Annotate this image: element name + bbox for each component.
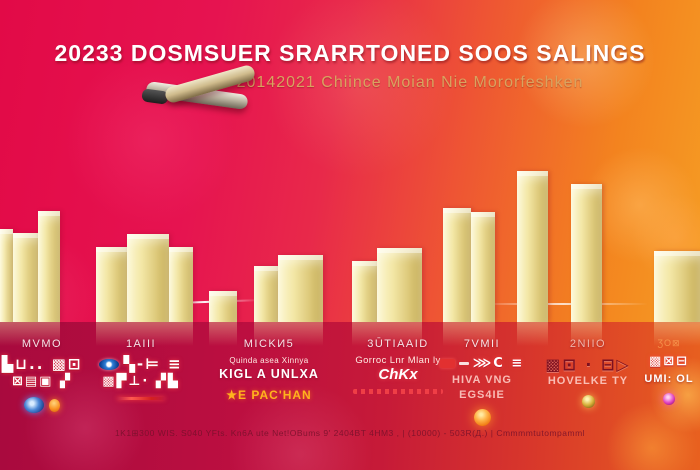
gold-sphere-icon (581, 395, 595, 408)
category-name: 2NIIO (569, 338, 607, 350)
category-name: MVMO (21, 338, 63, 350)
category-column-6: 2NIIO ▩⊡ · ⊟▷ HOVELKE TY (540, 338, 636, 408)
gold-bar (471, 212, 495, 346)
brand-subtext: Gorroc Lnr Mlan ly (355, 355, 441, 366)
gold-bar (654, 251, 700, 346)
icon-row (338, 389, 458, 394)
brand-glyph-text: ▚-⊨ ≡ (123, 355, 183, 373)
gold-bar (517, 171, 548, 346)
fineprint-text: 1K1⊞300 WIS. S040 YFts. Kn6A ute Net!OBu… (114, 428, 586, 438)
red-dots-icon (353, 389, 443, 394)
gold-bar (352, 261, 377, 346)
brand-glyphs: ▩⊠⊟ (648, 354, 690, 369)
category-name: 1AIII (125, 338, 157, 350)
gold-bar (169, 247, 193, 346)
category-labels: MVMO ▙⊔.. ▩⊡ ⊠▤▣ ▞ 1AIII ▚-⊨ ≡ ▩▛⊥· ▞▙ M… (0, 338, 700, 428)
orange-dot-icon (49, 398, 60, 412)
category-column-1: MVMO ▙⊔.. ▩⊡ ⊠▤▣ ▞ (0, 338, 90, 413)
page-subtitle: 20142021 Chiince Moian Nie Mororfeshken (236, 74, 584, 91)
crossed-markers-graphic (141, 63, 260, 118)
white-stripe-icon (458, 362, 469, 365)
icon-row (638, 393, 700, 405)
red-dash-icon (117, 397, 165, 400)
brand-text: KIGL A UNLXA (219, 367, 319, 381)
brand-text: UMI: OL (644, 373, 694, 385)
page-title: 20233 DOSMSUER SRARRTONED SOOS SALINGS (54, 40, 646, 66)
brand-glyphs: ▚-⊨ ≡ (95, 355, 187, 373)
red-chip-icon (439, 359, 455, 368)
blue-orb-icon (24, 397, 44, 413)
category-column-5: 7VMII ⋙C ≡ HIVA VNG EGS4IE (432, 338, 532, 426)
brand-glyphs: ▩▛⊥· ▞▙ (102, 374, 180, 389)
gold-bar (443, 208, 471, 346)
gold-bar (38, 211, 60, 346)
gold-bar (13, 233, 38, 346)
category-column-3: MICKИ5 Quinda asea Xinnya KIGL A UNLXA ★… (213, 338, 325, 402)
brand-glyphs: ⋙C ≡ (432, 355, 532, 373)
lens-icon (99, 359, 120, 370)
gold-bar (209, 291, 237, 346)
category-column-4: 3ŪTIAAID Gorroc Lnr Mlan ly ChKx (338, 338, 458, 394)
gold-bar (96, 247, 127, 346)
brand-text: HIVA VNG EGS4IE (452, 374, 512, 401)
gold-bar (377, 248, 422, 346)
gold-bar (571, 184, 602, 346)
brand-subtext: Quinda asea Xinnya (229, 356, 309, 365)
category-name: 7VMII (463, 338, 501, 350)
category-name: 3ŪTIAAID (367, 338, 429, 350)
gold-bar (0, 229, 13, 346)
icon-row (95, 397, 187, 400)
category-column-2: 1AIII ▚-⊨ ≡ ▩▛⊥· ▞▙ (95, 338, 187, 400)
icon-row (0, 397, 90, 413)
magenta-orb-icon (663, 393, 675, 405)
light-streak (478, 303, 648, 305)
icon-row (432, 409, 532, 426)
brand-glyphs: ▩⊡ · ⊟▷ (545, 355, 631, 374)
brand-glyph-text: ⋙C ≡ (472, 356, 525, 371)
category-name: ƷO⊠ (657, 338, 681, 348)
brand-accent-text: ★E PAC'HAN (226, 388, 312, 402)
category-column-7: ƷO⊠ ▩⊠⊟ UMI: OL (638, 338, 700, 405)
icon-row (540, 395, 636, 408)
brand-text: HOVELKE TY (547, 375, 629, 387)
gold-bar (127, 234, 169, 346)
brand-glyphs: ⊠▤▣ ▞ (12, 374, 72, 389)
gold-bar (254, 266, 278, 346)
marker-cap (141, 88, 169, 105)
brand-glyphs: ▙⊔.. ▩⊡ (1, 355, 83, 373)
orange-sphere-icon (473, 409, 491, 426)
brand-logo-text: ChKx (378, 366, 418, 383)
category-name: MICKИ5 (243, 338, 295, 350)
gold-bar (278, 255, 323, 346)
